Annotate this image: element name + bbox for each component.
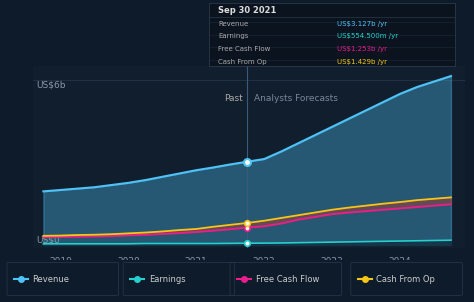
- Text: Revenue: Revenue: [33, 275, 70, 284]
- Text: Revenue: Revenue: [219, 21, 249, 27]
- Text: Free Cash Flow: Free Cash Flow: [255, 275, 319, 284]
- Text: Analysts Forecasts: Analysts Forecasts: [254, 94, 338, 103]
- Text: Free Cash Flow: Free Cash Flow: [219, 46, 271, 52]
- Text: Cash From Op: Cash From Op: [219, 59, 267, 65]
- Text: US$1.253b /yr: US$1.253b /yr: [337, 46, 387, 52]
- Text: Sep 30 2021: Sep 30 2021: [219, 6, 277, 15]
- Text: US$0: US$0: [36, 236, 60, 245]
- Text: Earnings: Earnings: [219, 34, 249, 40]
- Text: Earnings: Earnings: [149, 275, 185, 284]
- Text: US$6b: US$6b: [36, 80, 66, 89]
- Text: US$3.127b /yr: US$3.127b /yr: [337, 21, 387, 27]
- Text: US$1.429b /yr: US$1.429b /yr: [337, 59, 387, 65]
- Text: US$554.500m /yr: US$554.500m /yr: [337, 34, 398, 40]
- Text: Cash From Op: Cash From Op: [376, 275, 435, 284]
- Text: Past: Past: [224, 94, 243, 103]
